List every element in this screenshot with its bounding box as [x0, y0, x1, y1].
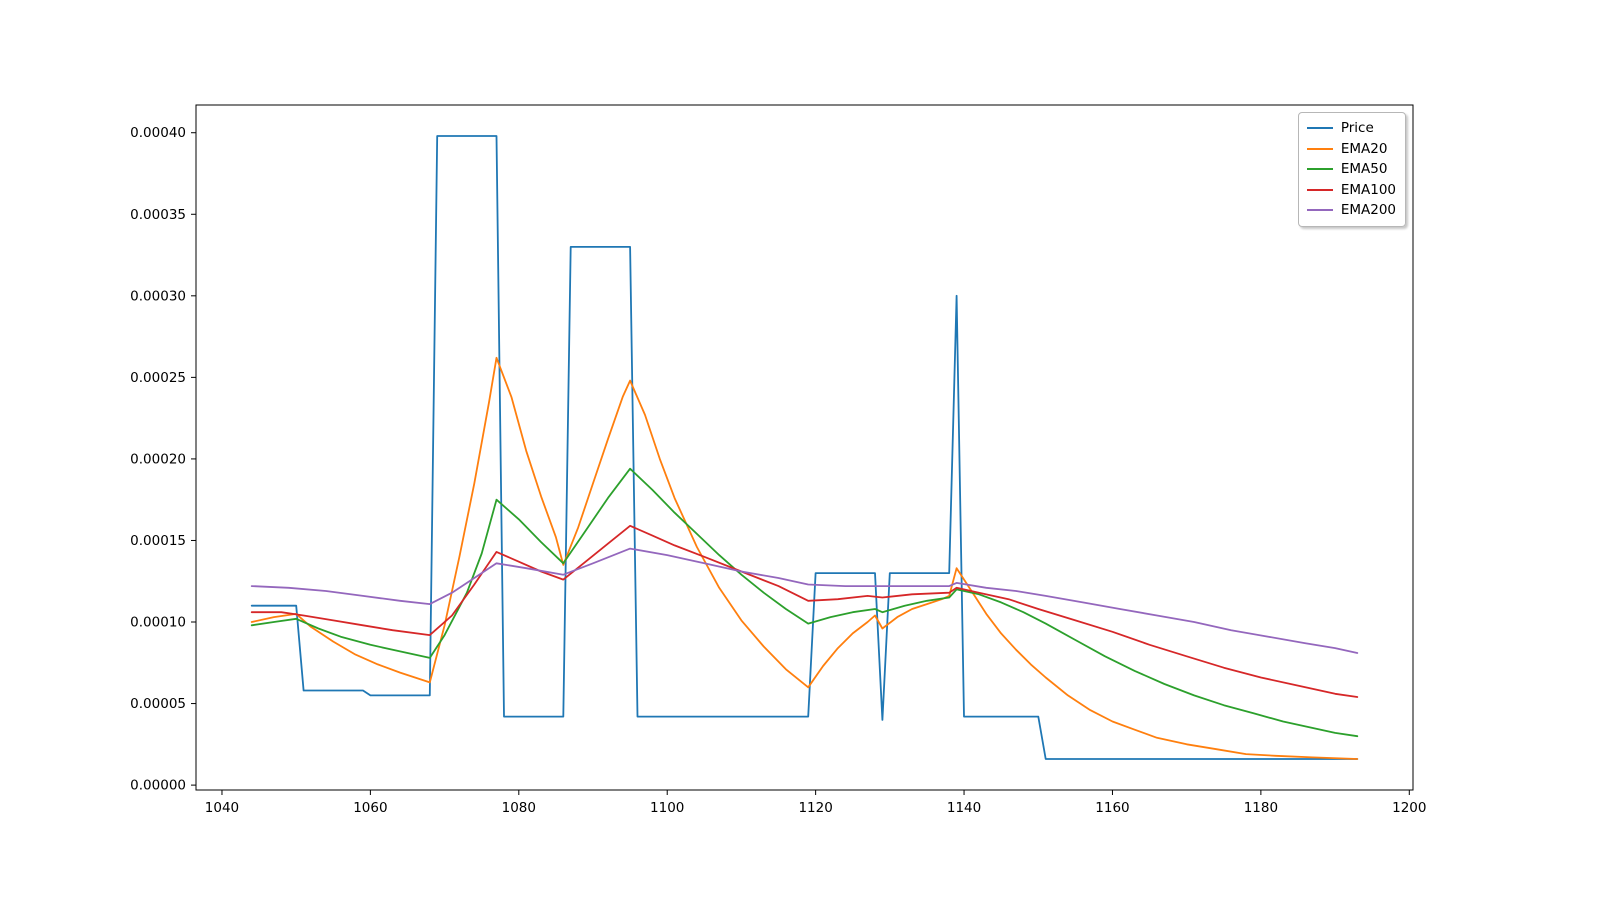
y-tick-label: 0.00030 [130, 288, 186, 304]
legend-item-ema20: EMA20 [1306, 139, 1396, 160]
y-tick-label: 0.00015 [130, 533, 186, 549]
legend-label-ema200: EMA200 [1340, 202, 1396, 219]
x-tick-label: 1160 [1095, 800, 1129, 816]
x-tick-label: 1060 [353, 800, 387, 816]
legend: Price EMA20 EMA50 EMA100 EMA200 [1297, 112, 1406, 227]
legend-line-swatch-price [1306, 127, 1333, 130]
series-line-ema100 [250, 524, 1359, 698]
legend-item-ema100: EMA100 [1306, 180, 1396, 201]
legend-line-swatch-ema200 [1306, 209, 1333, 212]
legend-item-ema50: EMA50 [1306, 159, 1396, 180]
x-tick-label: 1040 [205, 800, 239, 816]
y-tick-label: 0.00035 [130, 207, 186, 223]
legend-line-swatch-ema20 [1306, 147, 1333, 150]
x-tick-label: 1140 [947, 800, 981, 816]
x-tick-label: 1120 [798, 800, 832, 816]
x-tick-label: 1100 [650, 800, 684, 816]
y-tick-label: 0.00040 [130, 125, 186, 141]
legend-label-ema20: EMA20 [1340, 140, 1388, 157]
series-line-ema50 [250, 467, 1359, 738]
legend-label-ema50: EMA50 [1340, 161, 1388, 178]
legend-item-price: Price [1306, 118, 1396, 139]
y-tick-label: 0.00025 [130, 370, 186, 386]
legend-line-swatch-ema50 [1306, 168, 1333, 171]
series-line-ema20 [250, 356, 1359, 760]
legend-line-swatch-ema100 [1306, 188, 1333, 191]
x-tick-label: 1080 [502, 800, 536, 816]
x-tick-label: 1200 [1392, 800, 1426, 816]
series-line-price [250, 135, 1359, 760]
y-tick-label: 0.00010 [130, 615, 186, 631]
y-tick-label: 0.00005 [130, 696, 186, 712]
series-line-ema200 [250, 547, 1359, 654]
legend-label-ema100: EMA100 [1340, 181, 1396, 198]
legend-item-ema200: EMA200 [1306, 200, 1396, 221]
y-tick-label: 0.00020 [130, 451, 186, 467]
legend-label-price: Price [1340, 120, 1374, 137]
axes-spines [195, 104, 1414, 791]
x-tick-label: 1180 [1244, 800, 1278, 816]
y-tick-label: 0.00000 [130, 778, 186, 794]
